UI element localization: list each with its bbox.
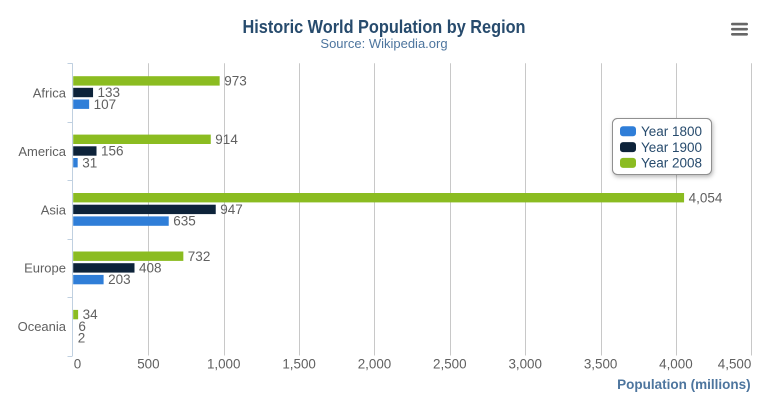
svg-text:3,500: 3,500 — [584, 357, 618, 372]
svg-text:Year 1900: Year 1900 — [641, 140, 702, 155]
svg-text:635: 635 — [173, 214, 196, 229]
svg-text:133: 133 — [98, 85, 121, 100]
svg-text:Africa: Africa — [33, 85, 67, 100]
svg-text:Year 2008: Year 2008 — [641, 156, 702, 171]
svg-text:973: 973 — [224, 74, 247, 89]
svg-text:America: America — [18, 144, 66, 159]
svg-text:3,000: 3,000 — [508, 357, 542, 372]
svg-text:1,500: 1,500 — [282, 357, 316, 372]
svg-text:Population (millions): Population (millions) — [617, 377, 751, 392]
svg-text:500: 500 — [137, 357, 159, 372]
svg-text:947: 947 — [220, 202, 243, 217]
svg-text:156: 156 — [101, 144, 124, 159]
svg-text:6: 6 — [78, 319, 86, 334]
svg-text:4,054: 4,054 — [689, 190, 723, 205]
svg-text:4,000: 4,000 — [659, 357, 693, 372]
svg-text:914: 914 — [215, 132, 238, 147]
svg-text:203: 203 — [108, 272, 131, 287]
svg-text:732: 732 — [188, 249, 211, 264]
svg-text:2,000: 2,000 — [358, 357, 392, 372]
svg-text:Source: Wikipedia.org: Source: Wikipedia.org — [320, 36, 447, 51]
svg-text:Historic World Population by R: Historic World Population by Region — [243, 17, 526, 37]
svg-text:2,500: 2,500 — [433, 357, 467, 372]
svg-text:408: 408 — [139, 261, 162, 276]
svg-text:Asia: Asia — [41, 202, 67, 217]
svg-text:4,500: 4,500 — [718, 357, 752, 372]
svg-text:Year 1800: Year 1800 — [641, 124, 702, 139]
svg-text:31: 31 — [82, 155, 97, 170]
svg-text:2: 2 — [78, 331, 86, 346]
svg-text:107: 107 — [94, 97, 117, 112]
svg-text:1,000: 1,000 — [207, 357, 241, 372]
svg-text:Oceania: Oceania — [18, 319, 67, 334]
svg-text:34: 34 — [83, 307, 99, 322]
svg-text:0: 0 — [74, 357, 81, 372]
svg-text:Europe: Europe — [24, 261, 66, 276]
